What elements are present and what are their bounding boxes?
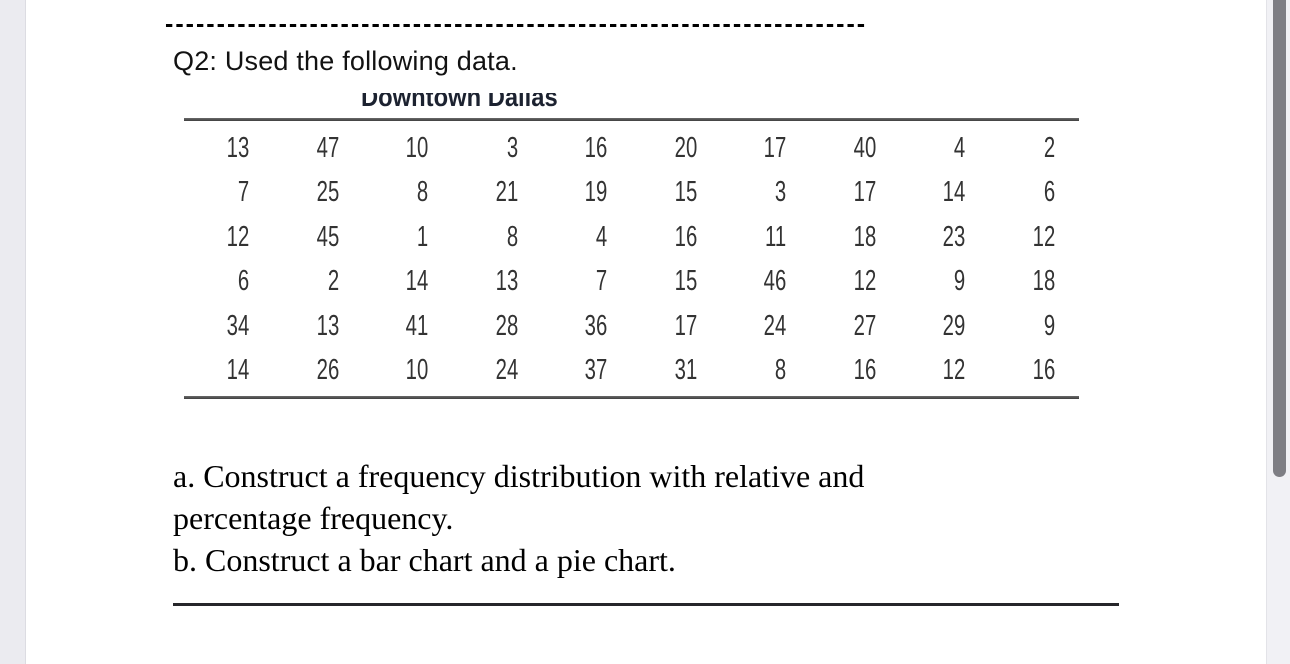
table-cell: 17 [674, 309, 697, 342]
table-cell: 2 [1043, 131, 1055, 164]
table-cell: 10 [405, 354, 429, 387]
table-cell: 14 [226, 354, 250, 387]
table-cell: 17 [853, 176, 876, 209]
table-cell: 28 [495, 309, 518, 342]
table-cell: 15 [674, 265, 697, 298]
table-cell: 23 [942, 220, 966, 253]
table-cell: 14 [405, 265, 429, 298]
table-cell: 11 [765, 220, 787, 253]
table-cell: 18 [1032, 265, 1055, 298]
table-cell: 16 [1032, 354, 1055, 387]
table-cell: 16 [853, 354, 876, 387]
table-cell: 37 [584, 354, 608, 387]
table-row: 14 26 10 24 37 31 8 16 12 16 [184, 349, 1266, 394]
table-row: 34 13 41 28 36 17 24 27 29 9 [184, 304, 1266, 349]
section-divider [173, 603, 1119, 606]
table-cell: 13 [495, 265, 518, 298]
table-row: 6 2 14 13 7 15 46 12 9 18 [184, 260, 1266, 305]
question-title: Q2: Used the following data. [173, 46, 518, 76]
table-cell: 3 [506, 131, 518, 164]
table-row: 12 45 1 8 4 16 11 18 23 12 [184, 215, 1266, 260]
table-cell: 13 [316, 309, 339, 342]
table-top-rule [184, 118, 1079, 121]
table-cell: 40 [853, 131, 876, 164]
table-cell: 29 [942, 309, 966, 342]
table-cell: 13 [226, 131, 250, 164]
task-instructions: a. Construct a frequency distribution wi… [173, 458, 865, 578]
document-page: ----------------------------------------… [27, 0, 1266, 664]
table-cell: 7 [596, 265, 608, 298]
table-cell: 8 [417, 176, 429, 209]
table-cell: 24 [495, 354, 518, 387]
table-cell: 4 [954, 131, 966, 164]
table-cell: 12 [942, 354, 966, 387]
table-cell: 34 [226, 309, 250, 342]
table-cell: 41 [405, 309, 429, 342]
dashed-divider: ----------------------------------------… [165, 14, 868, 34]
table-row: 7 25 8 21 19 15 3 17 14 6 [184, 171, 1266, 216]
table-cell: 25 [316, 176, 339, 209]
table-cell: 2 [327, 265, 339, 298]
document-content: ----------------------------------------… [27, 0, 1266, 606]
table-cell: 47 [316, 131, 339, 164]
table-cell: 16 [674, 220, 697, 253]
table-cell: 3 [775, 176, 787, 209]
table-cell: 10 [405, 131, 429, 164]
table-cell: 17 [763, 131, 787, 164]
scrollbar-track[interactable] [1266, 0, 1290, 664]
table-cell: 15 [674, 176, 697, 209]
table-cell: 12 [226, 220, 250, 253]
table-cell: 45 [316, 220, 339, 253]
table-bottom-rule [184, 396, 1079, 399]
table-cell: 6 [1043, 176, 1055, 209]
table-cell: 16 [584, 131, 608, 164]
table-cell: 27 [853, 309, 876, 342]
table-cell: 46 [763, 265, 787, 298]
table-cell: 7 [238, 176, 250, 209]
table-cell: 9 [1043, 309, 1055, 342]
data-table: Downtown Dallas 13 47 10 3 16 20 17 40 4 2 7 25 8 21 1… [173, 93, 1266, 399]
scrollbar-thumb[interactable] [1273, 0, 1286, 477]
table-title-clipped: Downtown Dallas [361, 93, 661, 116]
table-cell: 31 [674, 354, 697, 387]
table-row: 13 47 10 3 16 20 17 40 4 2 [184, 126, 1266, 171]
table-body: 13 47 10 3 16 20 17 40 4 2 7 25 8 21 19 15 3 17 14 6 12 45 1 8 4… [184, 121, 1266, 396]
table-cell: 21 [495, 176, 518, 209]
table-cell: 8 [506, 220, 518, 253]
table-cell: 36 [584, 309, 608, 342]
table-cell: 19 [584, 176, 608, 209]
table-cell: 26 [316, 354, 339, 387]
table-cell: 12 [853, 265, 876, 298]
table-cell: 9 [954, 265, 966, 298]
table-cell: 8 [775, 354, 787, 387]
table-cell: 4 [596, 220, 608, 253]
left-gutter [0, 0, 26, 664]
table-cell: 1 [417, 220, 429, 253]
table-cell: 24 [763, 309, 787, 342]
table-cell: 6 [238, 265, 250, 298]
table-cell: 12 [1032, 220, 1055, 253]
table-title: Downtown Dallas [361, 93, 558, 112]
table-cell: 20 [674, 131, 697, 164]
table-cell: 18 [853, 220, 876, 253]
table-cell: 14 [942, 176, 966, 209]
